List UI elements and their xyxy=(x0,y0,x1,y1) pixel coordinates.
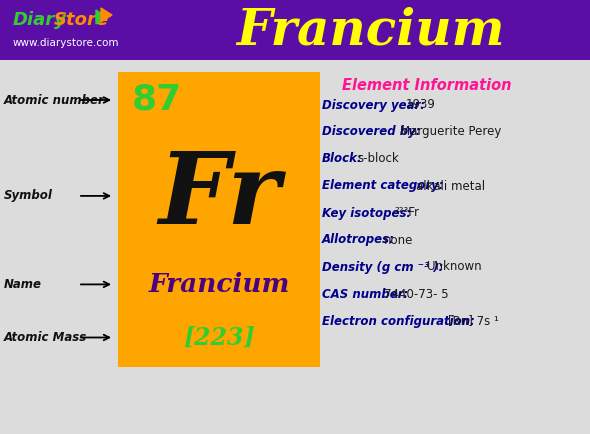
Text: Francium: Francium xyxy=(148,272,290,297)
Text: Block:: Block: xyxy=(322,152,363,165)
Text: 7440-73- 5: 7440-73- 5 xyxy=(384,287,449,300)
Text: Element category:: Element category: xyxy=(322,180,444,193)
Text: s-block: s-block xyxy=(358,152,399,165)
Text: www.diarystore.com: www.diarystore.com xyxy=(13,38,120,48)
Text: Diary: Diary xyxy=(13,11,67,29)
Text: Key isotopes:: Key isotopes: xyxy=(322,207,411,220)
Text: [Rn] 7s ¹: [Rn] 7s ¹ xyxy=(448,315,499,328)
Text: 1939: 1939 xyxy=(405,99,435,112)
Text: Unknown: Unknown xyxy=(427,260,481,273)
Text: Allotropes:: Allotropes: xyxy=(322,233,395,247)
Text: Francium: Francium xyxy=(236,7,504,56)
Text: 87: 87 xyxy=(132,83,182,117)
Text: Element Information: Element Information xyxy=(342,78,512,92)
Polygon shape xyxy=(101,8,112,22)
Text: alkali metal: alkali metal xyxy=(416,180,485,193)
Text: ²²³Fr: ²²³Fr xyxy=(395,207,420,220)
Bar xyxy=(0,0,590,60)
Text: Density (g cm ⁻³ ):: Density (g cm ⁻³ ): xyxy=(322,260,443,273)
Text: Electron configuration:: Electron configuration: xyxy=(322,315,475,328)
Text: Store: Store xyxy=(54,11,109,29)
Text: Fr: Fr xyxy=(158,148,280,244)
Text: CAS number:: CAS number: xyxy=(322,287,408,300)
Text: Atomic Mass: Atomic Mass xyxy=(4,331,87,344)
Text: none: none xyxy=(384,233,414,247)
Text: Marguerite Perey: Marguerite Perey xyxy=(400,125,502,138)
Text: Name: Name xyxy=(4,278,42,291)
Polygon shape xyxy=(96,10,106,24)
Text: Symbol: Symbol xyxy=(4,189,53,202)
Text: Atomic number: Atomic number xyxy=(4,93,105,106)
Text: Discovered by:: Discovered by: xyxy=(322,125,421,138)
Text: [223]: [223] xyxy=(183,326,255,349)
Text: Discovery year:: Discovery year: xyxy=(322,99,425,112)
Bar xyxy=(118,72,320,367)
